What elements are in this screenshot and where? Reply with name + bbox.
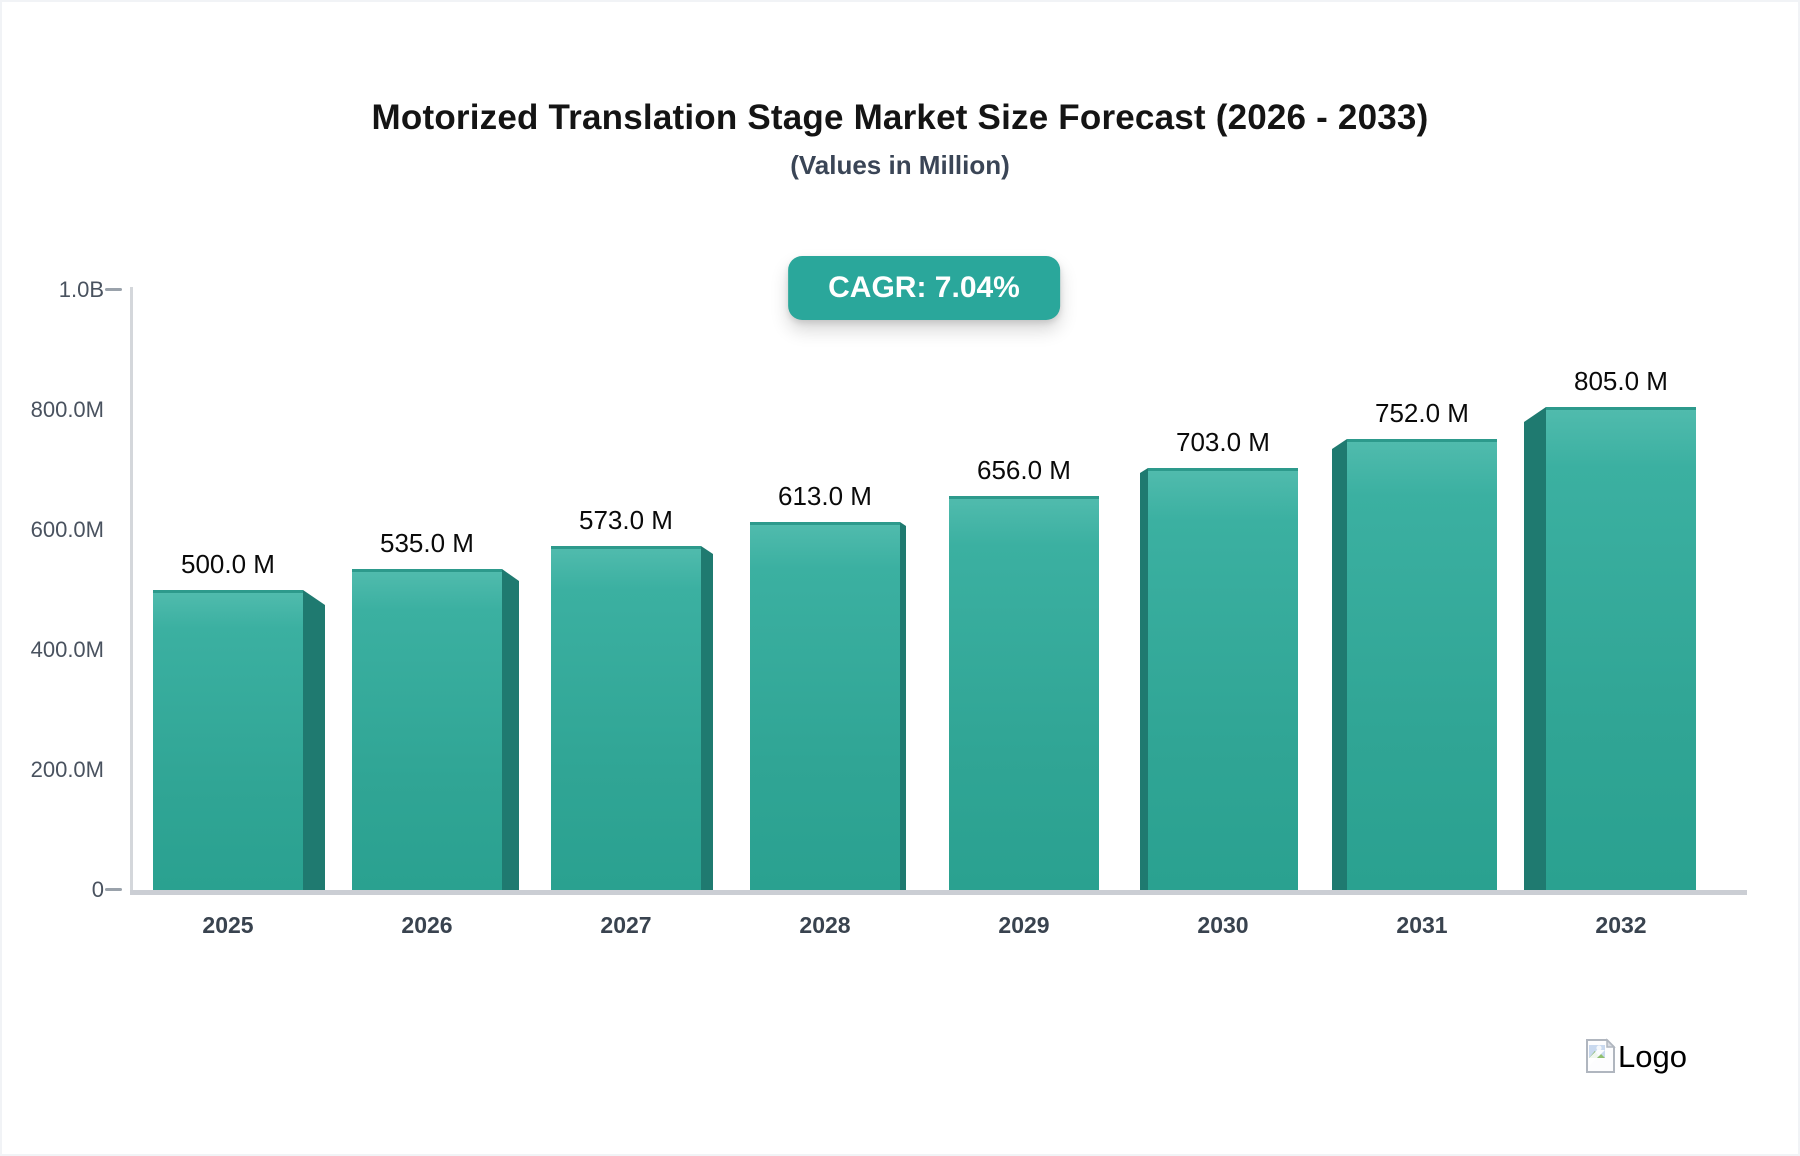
bar-value-label: 805.0 M bbox=[1574, 366, 1668, 396]
bar bbox=[352, 569, 502, 890]
y-axis-line bbox=[130, 287, 133, 890]
y-axis-label: 0 bbox=[91, 877, 104, 902]
bar-side-3d bbox=[1332, 439, 1347, 890]
bar-value-label: 573.0 M bbox=[579, 505, 673, 535]
chart-title: Motorized Translation Stage Market Size … bbox=[371, 98, 1429, 137]
logo-alt-text: Logo bbox=[1618, 1039, 1687, 1074]
bar-side-3d bbox=[303, 590, 325, 890]
bar bbox=[153, 590, 303, 890]
bar-side-3d bbox=[1140, 468, 1148, 890]
x-axis-label: 2030 bbox=[1197, 912, 1249, 938]
cagr-badge: CAGR: 7.04% bbox=[788, 256, 1060, 320]
bar bbox=[1546, 407, 1696, 890]
y-axis-label: 400.0M bbox=[30, 637, 104, 662]
bar-side-3d bbox=[502, 569, 519, 890]
broken-image-icon bbox=[1585, 1038, 1616, 1074]
bar-value-label: 535.0 M bbox=[380, 528, 474, 558]
y-axis-tick bbox=[105, 888, 122, 891]
bar bbox=[1347, 439, 1497, 890]
y-axis-label: 1.0B bbox=[58, 277, 104, 302]
bar-value-label: 656.0 M bbox=[977, 455, 1071, 485]
y-axis-label: 200.0M bbox=[30, 757, 104, 782]
chart-subtitle: (Values in Million) bbox=[790, 150, 1010, 180]
bar-value-label: 752.0 M bbox=[1375, 398, 1469, 428]
bar bbox=[949, 496, 1099, 890]
y-axis-tick bbox=[105, 288, 122, 291]
x-axis-label: 2028 bbox=[799, 912, 851, 938]
x-axis-label: 2031 bbox=[1396, 912, 1448, 938]
y-axis-label: 600.0M bbox=[30, 517, 104, 542]
logo: Logo bbox=[1585, 1038, 1687, 1074]
x-axis-label: 2027 bbox=[600, 912, 652, 938]
bar bbox=[750, 522, 900, 890]
x-axis-label: 2026 bbox=[401, 912, 453, 938]
y-axis-label: 800.0M bbox=[30, 397, 104, 422]
bar bbox=[551, 546, 701, 890]
bar-value-label: 613.0 M bbox=[778, 481, 872, 511]
bar bbox=[1148, 468, 1298, 890]
x-axis-label: 2029 bbox=[998, 912, 1050, 938]
x-axis-line bbox=[130, 890, 1747, 895]
bar-side-3d bbox=[701, 546, 713, 890]
bar-value-label: 703.0 M bbox=[1176, 427, 1270, 457]
x-axis-label: 2032 bbox=[1595, 912, 1647, 938]
bar-value-label: 500.0 M bbox=[181, 549, 275, 579]
bar-side-3d bbox=[1524, 407, 1546, 890]
bar-side-3d bbox=[900, 522, 906, 890]
x-axis-label: 2025 bbox=[202, 912, 254, 938]
